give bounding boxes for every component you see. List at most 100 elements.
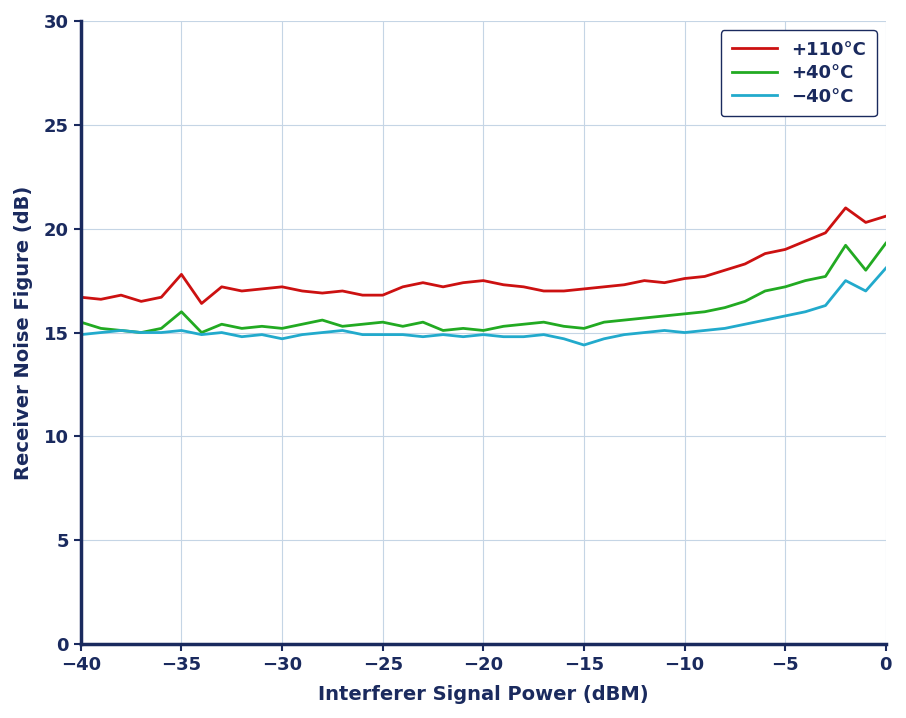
- −40°C: [780, 312, 791, 320]
- +110°C: [840, 204, 851, 213]
- +40°C: [276, 324, 287, 332]
- +40°C: [599, 318, 610, 327]
- −40°C: [639, 328, 650, 337]
- +110°C: [156, 293, 167, 302]
- −40°C: [418, 332, 429, 341]
- Line: +110°C: +110°C: [81, 208, 886, 304]
- +110°C: [398, 282, 409, 291]
- Legend: +110°C, +40°C, −40°C: +110°C, +40°C, −40°C: [720, 30, 877, 116]
- +110°C: [377, 291, 388, 299]
- −40°C: [256, 330, 267, 339]
- +40°C: [357, 320, 368, 329]
- −40°C: [377, 330, 388, 339]
- +110°C: [477, 276, 488, 285]
- +40°C: [680, 309, 690, 318]
- +40°C: [217, 320, 227, 329]
- +40°C: [176, 307, 187, 316]
- +110°C: [357, 291, 368, 299]
- +110°C: [95, 295, 106, 304]
- +40°C: [639, 314, 650, 322]
- +40°C: [538, 318, 549, 327]
- +110°C: [780, 245, 791, 253]
- +110°C: [739, 260, 750, 269]
- +110°C: [217, 282, 227, 291]
- +110°C: [317, 289, 328, 297]
- −40°C: [337, 326, 348, 335]
- −40°C: [136, 328, 147, 337]
- +40°C: [377, 318, 388, 327]
- +40°C: [840, 241, 851, 250]
- +40°C: [438, 326, 448, 335]
- −40°C: [558, 335, 569, 343]
- −40°C: [317, 328, 328, 337]
- +40°C: [477, 326, 488, 335]
- +40°C: [75, 318, 86, 327]
- +40°C: [418, 318, 429, 327]
- +110°C: [619, 281, 630, 289]
- +110°C: [297, 286, 308, 295]
- −40°C: [297, 330, 308, 339]
- −40°C: [659, 326, 670, 335]
- +110°C: [759, 249, 770, 258]
- −40°C: [800, 307, 811, 316]
- −40°C: [196, 330, 207, 339]
- +40°C: [156, 324, 167, 332]
- −40°C: [739, 320, 750, 329]
- +110°C: [639, 276, 650, 285]
- +40°C: [136, 328, 147, 337]
- −40°C: [438, 330, 448, 339]
- +110°C: [116, 291, 127, 299]
- +40°C: [498, 322, 509, 330]
- −40°C: [680, 328, 690, 337]
- −40°C: [95, 328, 106, 337]
- +110°C: [820, 228, 831, 237]
- +40°C: [579, 324, 590, 332]
- +110°C: [719, 266, 730, 274]
- +110°C: [800, 237, 811, 246]
- +40°C: [699, 307, 710, 316]
- +110°C: [659, 279, 670, 287]
- −40°C: [398, 330, 409, 339]
- +110°C: [276, 282, 287, 291]
- +110°C: [418, 279, 429, 287]
- +110°C: [881, 212, 892, 220]
- +40°C: [458, 324, 468, 332]
- +40°C: [719, 303, 730, 312]
- Line: +40°C: +40°C: [81, 243, 886, 332]
- +40°C: [759, 286, 770, 295]
- +110°C: [176, 270, 187, 279]
- −40°C: [719, 324, 730, 332]
- −40°C: [498, 332, 509, 341]
- −40°C: [861, 286, 872, 295]
- +40°C: [739, 297, 750, 306]
- +40°C: [116, 326, 127, 335]
- +40°C: [398, 322, 409, 330]
- +40°C: [800, 276, 811, 285]
- Y-axis label: Receiver Noise Figure (dB): Receiver Noise Figure (dB): [14, 185, 33, 480]
- X-axis label: Interferer Signal Power (dBM): Interferer Signal Power (dBM): [318, 685, 649, 704]
- +110°C: [196, 299, 207, 308]
- Line: −40°C: −40°C: [81, 268, 886, 345]
- +110°C: [438, 282, 448, 291]
- +110°C: [337, 286, 348, 295]
- +110°C: [75, 293, 86, 302]
- −40°C: [820, 302, 831, 310]
- +110°C: [136, 297, 147, 306]
- +40°C: [659, 312, 670, 320]
- +40°C: [780, 282, 791, 291]
- +40°C: [196, 328, 207, 337]
- +40°C: [820, 272, 831, 281]
- −40°C: [477, 330, 488, 339]
- −40°C: [759, 316, 770, 325]
- −40°C: [538, 330, 549, 339]
- +110°C: [579, 284, 590, 293]
- −40°C: [75, 330, 86, 339]
- +110°C: [699, 272, 710, 281]
- −40°C: [217, 328, 227, 337]
- −40°C: [840, 276, 851, 285]
- +40°C: [518, 320, 529, 329]
- +110°C: [680, 274, 690, 283]
- +110°C: [458, 279, 468, 287]
- +40°C: [881, 239, 892, 248]
- −40°C: [116, 326, 127, 335]
